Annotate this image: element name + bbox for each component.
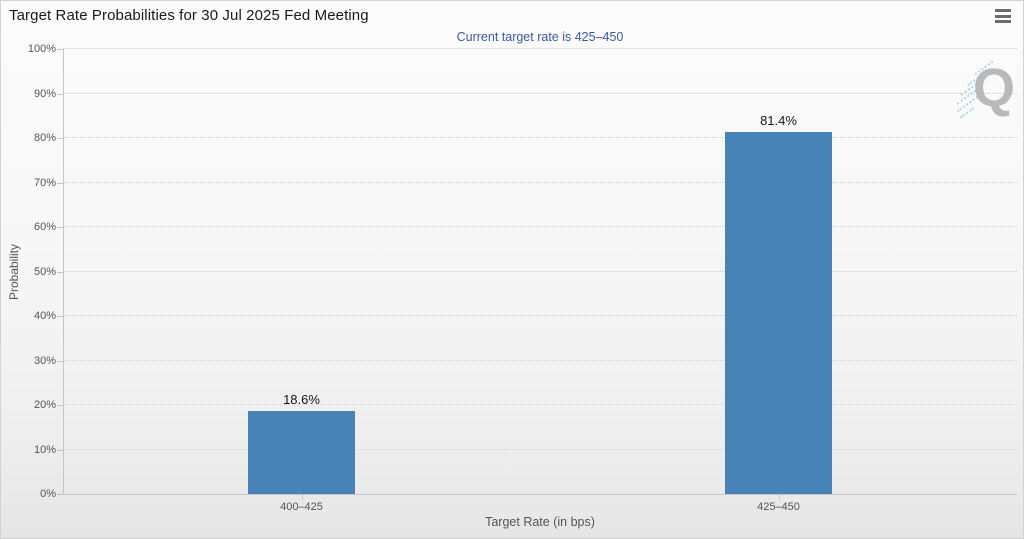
y-axis-tick <box>57 227 63 228</box>
y-axis-tick-label: 10% <box>33 443 56 456</box>
hamburger-icon <box>995 14 1011 18</box>
y-axis-tick-label: 100% <box>27 43 56 55</box>
y-axis-tick-label: 90% <box>33 87 56 100</box>
x-axis-line <box>63 494 1017 495</box>
y-axis-tick <box>57 93 63 95</box>
y-gridline <box>63 359 1017 361</box>
hamburger-icon <box>995 9 1011 12</box>
y-axis-title: Probability <box>7 243 21 301</box>
x-axis-title: Target Rate (in bps) <box>485 515 595 529</box>
chart-title: Target Rate Probabilities for 30 Jul 202… <box>9 7 369 24</box>
y-axis-tick-label: 40% <box>33 310 56 322</box>
x-axis-tick <box>778 495 780 500</box>
y-axis-tick-label: 30% <box>33 354 56 367</box>
y-axis-tick <box>57 316 63 317</box>
hamburger-icon <box>995 20 1011 23</box>
y-axis-tick-label: 0% <box>40 488 56 500</box>
y-axis-tick <box>57 494 63 495</box>
y-axis-tick-label: 50% <box>33 265 56 278</box>
y-axis-tick <box>57 271 63 273</box>
y-axis-line <box>63 49 64 495</box>
x-axis-tick <box>301 495 303 500</box>
y-gridline <box>63 270 1017 272</box>
chart-context-menu-button[interactable] <box>995 9 1012 23</box>
y-gridline <box>63 404 1017 405</box>
y-axis-tick <box>57 405 63 406</box>
y-gridline <box>63 226 1017 227</box>
y-axis-tick <box>57 449 63 451</box>
bar-value-label: 18.6% <box>283 392 320 408</box>
chart-subtitle: Current target rate is 425–450 <box>456 30 624 44</box>
y-axis-tick <box>57 182 63 184</box>
y-axis-tick-label: 60% <box>33 221 56 233</box>
x-axis-category-label: 425–450 <box>757 501 800 513</box>
y-axis-tick <box>57 49 63 50</box>
probability-bar-425–450[interactable] <box>725 131 832 494</box>
probability-bar-400–425[interactable] <box>248 411 355 494</box>
bar-value-label: 81.4% <box>760 112 797 128</box>
q-logo-watermark: Q <box>951 57 1017 123</box>
y-gridline <box>63 181 1017 183</box>
watermark-q-letter: Q <box>972 58 1015 118</box>
x-axis-category-label: 400–425 <box>280 501 323 513</box>
y-axis-tick-label: 80% <box>33 132 56 144</box>
y-gridline <box>63 48 1017 49</box>
y-axis-tick <box>57 138 63 139</box>
y-gridline <box>63 315 1017 316</box>
y-axis-tick <box>57 360 63 362</box>
y-gridline <box>63 92 1017 94</box>
y-gridline <box>63 137 1017 138</box>
y-gridline <box>63 448 1017 450</box>
y-axis-tick-label: 20% <box>33 399 56 411</box>
y-axis-tick-label: 70% <box>33 176 56 189</box>
